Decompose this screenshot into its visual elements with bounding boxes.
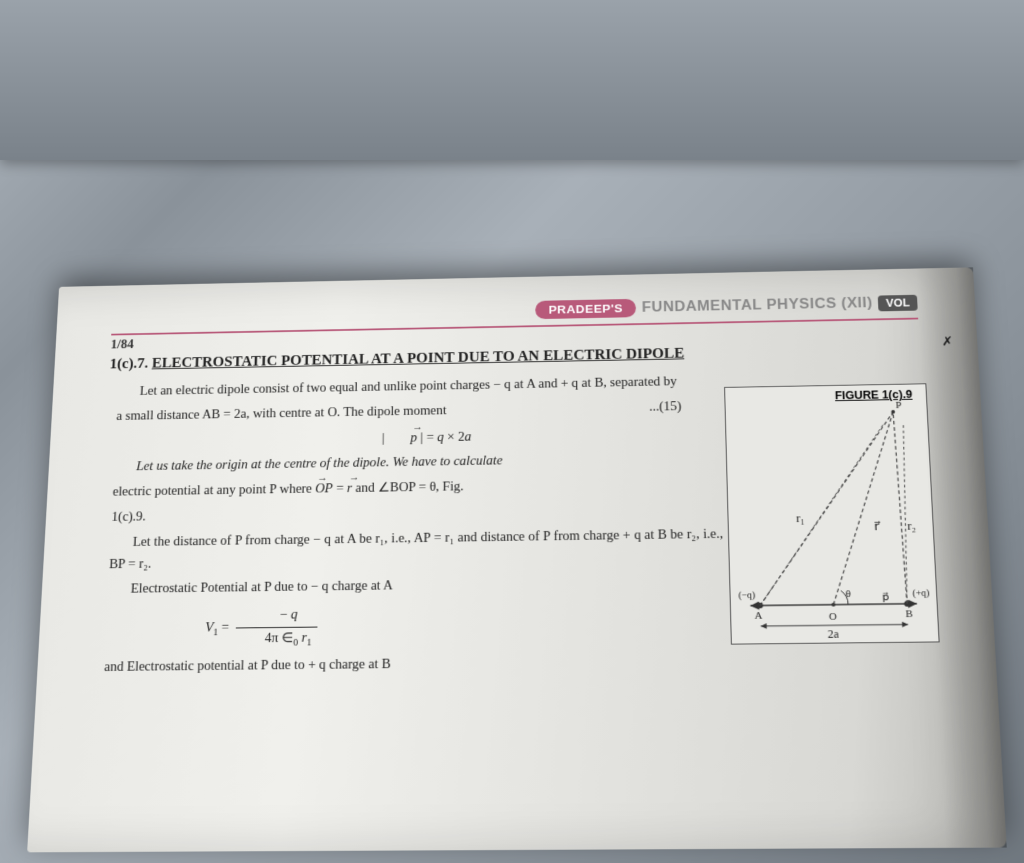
desk-surface [0, 0, 1024, 160]
label-2a: 2a [828, 629, 840, 641]
label-pvec: p⃗ [882, 592, 889, 603]
figure-title: FIGURE 1(c).9 [835, 388, 913, 402]
volume-pill: VOL [878, 294, 918, 311]
label-neg: (−q) [738, 590, 755, 601]
equation-2: V1 = − q 4π ∈0 r1 [181, 600, 726, 653]
dist-line [761, 624, 908, 626]
header-rule [111, 318, 918, 336]
label-P: P [895, 401, 902, 411]
dipole-diagram: P A B O r₁ r⃗ r₂ θ (−q) (+q) p⃗ 2a [725, 384, 939, 643]
label-r: r⃗ [874, 519, 881, 533]
label-theta: θ [846, 589, 852, 600]
label-B: B [905, 609, 913, 620]
section-title-text: ELECTROSTATIC POTENTIAL AT A POINT DUE T… [152, 346, 685, 371]
line-AP [754, 412, 902, 606]
para-4: Let the distance of P from charge − q at… [109, 524, 724, 576]
brand-pill: PRADEEP'S [535, 299, 636, 319]
annotation-mark: ✗ [941, 335, 953, 350]
body-content: Let an electric dipole consist of two eq… [103, 371, 726, 683]
section-number: 1(c).7. [109, 356, 148, 372]
page-number: 1/84 [110, 338, 134, 352]
label-r2: r₂ [907, 519, 916, 533]
para-6: and Electrostatic potential at P due to … [104, 650, 727, 679]
page-header: PRADEEP'S FUNDAMENTAL PHYSICS (XII) VOL [535, 293, 917, 319]
section-heading: 1(c).7. ELECTROSTATIC POTENTIAL AT A POI… [109, 341, 920, 375]
label-r1: r₁ [796, 511, 805, 525]
label-O: O [829, 612, 838, 623]
line-OP [826, 412, 902, 605]
textbook-page: PRADEEP'S FUNDAMENTAL PHYSICS (XII) VOL … [27, 267, 1007, 852]
perp-line-A [755, 425, 892, 606]
label-pos: (+q) [912, 588, 930, 599]
para-5: Electrostatic Potential at P due to − q … [107, 572, 724, 602]
equation-1-number: ...(15) [649, 397, 682, 419]
header-title: FUNDAMENTAL PHYSICS (XII) [642, 295, 873, 315]
figure-box: FIGURE 1(c).9 P A B O [724, 383, 940, 644]
label-A: A [754, 611, 763, 622]
